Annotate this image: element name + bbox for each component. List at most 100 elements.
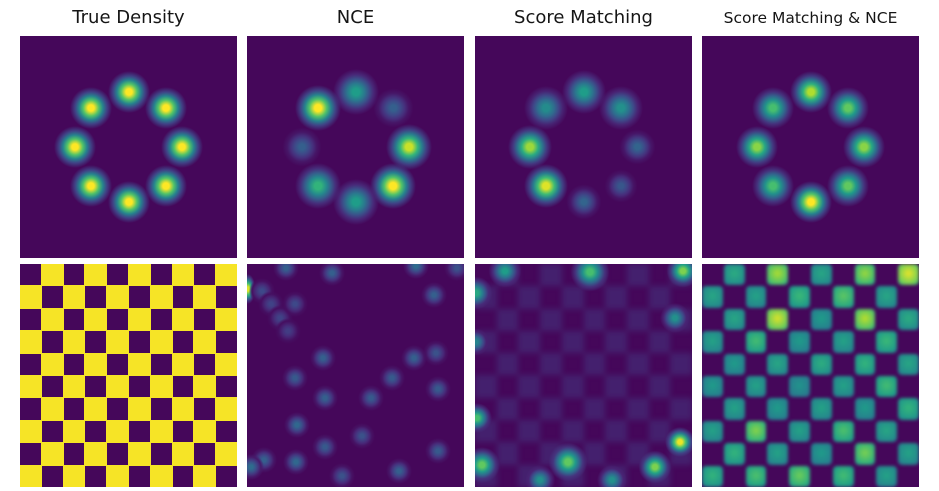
- checker-cell: [855, 376, 876, 397]
- panel-score-matching-ring: [475, 36, 692, 258]
- checker-cell: [898, 443, 919, 465]
- checker-cell: [41, 375, 63, 398]
- checker-cell: [648, 286, 671, 309]
- gaussian-blob: [275, 317, 302, 344]
- panel-title-true-density: True Density: [72, 7, 185, 28]
- panel-title-score-matching-nce: Score Matching & NCE: [723, 9, 898, 27]
- gaussian-blob: [843, 126, 886, 168]
- gaussian-blob: [329, 462, 356, 487]
- checker-cell: [518, 420, 541, 443]
- checker-cell: [150, 308, 172, 331]
- gaussian-blob: [751, 164, 794, 207]
- gaussian-blob: [665, 427, 692, 458]
- checker-cell: [150, 353, 172, 375]
- panel-score-matching-checkerboard: [475, 264, 692, 487]
- checker-cell: [41, 353, 63, 375]
- checker-cell: [63, 465, 85, 487]
- checker-cell: [216, 331, 237, 353]
- checker-cell: [723, 398, 745, 420]
- checker-cell: [724, 286, 745, 307]
- checker-cell: [172, 465, 194, 487]
- gaussian-blob: [386, 124, 433, 170]
- checker-cell: [767, 421, 788, 442]
- checker-cell: [583, 442, 606, 465]
- checker-cell: [767, 443, 789, 465]
- checker-cell: [605, 286, 627, 309]
- gaussian-blob: [53, 126, 96, 168]
- checker-cell: [172, 420, 194, 443]
- checker-cell: [767, 308, 789, 331]
- gaussian-blob: [309, 344, 336, 371]
- checker-cell: [811, 331, 832, 352]
- checker-cell: [41, 465, 63, 487]
- checker-cell: [746, 309, 767, 330]
- checker-cell: [150, 465, 172, 487]
- checker-cell: [789, 331, 810, 353]
- checker-cell: [702, 264, 723, 285]
- gaussian-blob: [282, 127, 322, 167]
- checker-cell: [172, 375, 194, 398]
- checker-cell: [172, 353, 194, 375]
- checker-cell: [63, 264, 85, 286]
- checker-cell: [810, 353, 832, 375]
- gaussian-blob: [666, 264, 692, 288]
- checker-cell: [746, 443, 767, 464]
- checker-cell: [745, 465, 767, 487]
- gaussian-blob: [444, 264, 464, 282]
- checker-cell: [20, 308, 41, 331]
- gaussian-blob: [273, 264, 300, 282]
- gaussian-blob: [735, 126, 778, 168]
- gaussian-blob: [145, 87, 188, 130]
- checker-cell: [194, 286, 216, 308]
- checker-cell: [41, 331, 63, 353]
- gaussian-blob: [619, 129, 655, 165]
- checker-cell: [767, 376, 788, 397]
- checker-cell: [724, 466, 745, 487]
- checker-cell: [540, 264, 562, 287]
- checker-cell: [63, 308, 85, 331]
- checker-cell: [518, 286, 541, 309]
- checker-cell: [855, 466, 876, 487]
- checker-cell: [745, 375, 767, 398]
- checker-cell: [41, 420, 63, 443]
- gaussian-blob: [312, 433, 339, 460]
- checker-cell: [583, 308, 606, 331]
- checker-cell: [41, 286, 63, 308]
- gaussian-blob: [294, 85, 341, 132]
- checker-cell: [854, 398, 876, 420]
- gaussian-blob: [281, 291, 308, 318]
- checker-cell: [898, 308, 919, 331]
- checker-cell: [150, 443, 172, 465]
- checker-cell: [833, 443, 854, 464]
- checker-cell: [724, 331, 745, 352]
- checker-cell: [128, 465, 150, 487]
- gaussian-blob: [596, 465, 627, 487]
- checker-cell: [832, 331, 854, 353]
- gaussian-blob: [318, 264, 345, 286]
- checker-cell: [702, 465, 723, 487]
- checker-cell: [648, 420, 671, 443]
- checker-cell: [128, 353, 150, 375]
- checker-cell: [724, 376, 745, 397]
- checker-cell: [833, 309, 854, 330]
- checker-cell: [107, 398, 128, 420]
- checker-cell: [20, 264, 41, 286]
- checker-cell: [702, 354, 723, 375]
- checker-cell: [194, 398, 216, 420]
- gaussian-blob: [379, 364, 406, 391]
- checker-cell: [855, 286, 876, 307]
- checker-cell: [172, 331, 194, 353]
- checker-cell: [723, 308, 745, 331]
- checker-cell: [128, 375, 150, 398]
- checker-cell: [833, 354, 854, 375]
- checker-cell: [216, 286, 237, 308]
- checker-cell: [702, 420, 723, 443]
- gaussian-blob: [69, 87, 112, 130]
- gaussian-blob: [420, 282, 447, 309]
- gaussian-blob: [523, 86, 568, 131]
- checker-cell: [648, 375, 671, 398]
- checker-cell: [194, 264, 216, 286]
- gaussian-blob: [523, 163, 568, 208]
- checker-cell: [811, 421, 832, 442]
- gaussian-blob: [827, 87, 870, 130]
